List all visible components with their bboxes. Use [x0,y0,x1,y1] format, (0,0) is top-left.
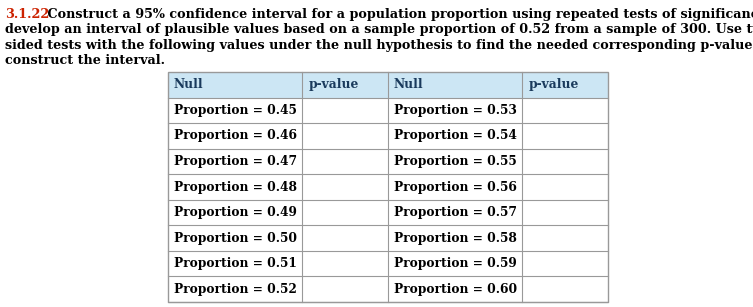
Text: Proportion = 0.48: Proportion = 0.48 [174,181,297,193]
Text: Proportion = 0.45: Proportion = 0.45 [174,104,297,117]
Text: Proportion = 0.52: Proportion = 0.52 [174,283,297,296]
Text: Null: Null [394,78,424,91]
Text: Proportion = 0.53: Proportion = 0.53 [394,104,517,117]
Text: develop an interval of plausible values based on a sample proportion of 0.52 fro: develop an interval of plausible values … [5,24,753,37]
Text: Proportion = 0.56: Proportion = 0.56 [394,181,517,193]
Text: Null: Null [174,78,203,91]
Text: Proportion = 0.57: Proportion = 0.57 [394,206,517,219]
Text: Proportion = 0.51: Proportion = 0.51 [174,257,297,270]
Text: Proportion = 0.58: Proportion = 0.58 [394,231,517,245]
Text: Proportion = 0.55: Proportion = 0.55 [394,155,517,168]
Text: 3.1.22: 3.1.22 [5,8,49,21]
Text: Proportion = 0.49: Proportion = 0.49 [174,206,297,219]
Text: Proportion = 0.50: Proportion = 0.50 [174,231,297,245]
Bar [168,72,608,98]
Bar [168,98,608,302]
Text: sided tests with the following values under the null hypothesis to find the need: sided tests with the following values un… [5,39,753,52]
Text: p-value: p-value [308,78,358,91]
Text: Construct a 95% confidence interval for a population proportion using repeated t: Construct a 95% confidence interval for … [43,8,753,21]
Text: Proportion = 0.54: Proportion = 0.54 [394,129,517,142]
Text: Proportion = 0.46: Proportion = 0.46 [174,129,297,142]
Text: construct the interval.: construct the interval. [5,55,165,68]
Text: p-value: p-value [528,78,578,91]
Text: Proportion = 0.60: Proportion = 0.60 [394,283,517,296]
Text: Proportion = 0.59: Proportion = 0.59 [394,257,517,270]
Text: Proportion = 0.47: Proportion = 0.47 [174,155,297,168]
Bar [168,72,608,302]
